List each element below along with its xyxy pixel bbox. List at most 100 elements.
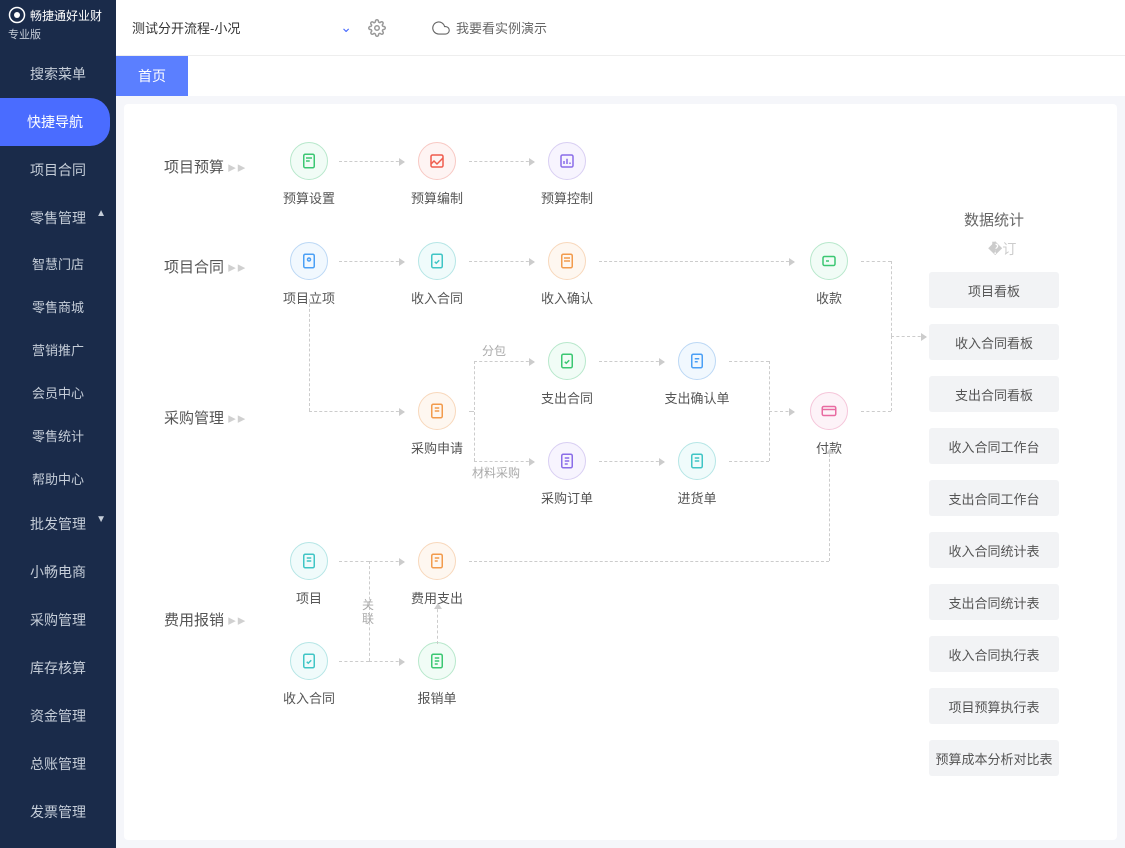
node-reimburse[interactable]: 报销单 (402, 642, 472, 707)
node-income-contract[interactable]: 收入合同 (402, 242, 472, 307)
account-selector[interactable]: 测试分开流程-小况 ⌄ (132, 14, 352, 41)
node-income-contract2[interactable]: 收入合同 (274, 642, 344, 707)
stat-btn-9[interactable]: 预算成本分析对比表 (929, 740, 1059, 776)
node-goods-in[interactable]: 进货单 (662, 442, 732, 507)
sidebar-item-retail[interactable]: 零售管理▲ (0, 194, 116, 242)
sidebar-item-contract[interactable]: 项目合同 (0, 146, 116, 194)
sidebar-sub-marketing[interactable]: 营销推广 (0, 328, 116, 371)
stat-btn-6[interactable]: 支出合同统计表 (929, 584, 1059, 620)
sidebar: 畅捷通好业财 专业版 搜索菜单 快捷导航 项目合同 零售管理▲ 智慧门店 零售商… (0, 0, 116, 848)
connector (474, 361, 475, 461)
sidebar-item-inventory[interactable]: 库存核算 (0, 644, 116, 692)
sidebar-item-funds[interactable]: 资金管理 (0, 692, 116, 740)
connector (729, 361, 769, 362)
arrow (599, 461, 664, 462)
chevron-up-icon: ▲ (96, 208, 106, 219)
node-receipt[interactable]: 收款 (794, 242, 864, 307)
arrow (474, 361, 534, 362)
edge-label-relate: 关 联 (362, 598, 374, 627)
edge-label-subcontract: 分包 (482, 342, 506, 359)
account-name: 测试分开流程-小况 (132, 18, 240, 37)
sidebar-item-ecommerce[interactable]: 小畅电商 (0, 548, 116, 596)
doc-icon (558, 452, 576, 470)
chevron-down-icon: ▼ (96, 514, 106, 525)
arrow (469, 161, 534, 162)
stat-btn-8[interactable]: 项目预算执行表 (929, 688, 1059, 724)
arrow (829, 449, 830, 561)
arrow (599, 361, 664, 362)
stat-btn-7[interactable]: 收入合同执行表 (929, 636, 1059, 672)
sidebar-sub-retailstats[interactable]: 零售统计 (0, 414, 116, 457)
stat-btn-2[interactable]: 支出合同看板 (929, 376, 1059, 412)
tab-home[interactable]: 首页 (116, 56, 188, 96)
doc-icon (428, 402, 446, 420)
arrow (339, 261, 404, 262)
wallet-icon (820, 252, 838, 270)
connector (891, 336, 892, 411)
down-arrow-icon: ⬇ (988, 239, 1000, 256)
sidebar-sub-retailmall[interactable]: 零售商城 (0, 285, 116, 328)
node-budget-set[interactable]: 预算设置 (274, 142, 344, 207)
brand-name: 畅捷通好业财 (30, 7, 102, 24)
stat-btn-5[interactable]: 收入合同统计表 (929, 532, 1059, 568)
stat-btn-4[interactable]: 支出合同工作台 (929, 480, 1059, 516)
sidebar-item-quicknav[interactable]: 快捷导航 (0, 98, 110, 146)
doc-check-icon (300, 652, 318, 670)
doc-icon (300, 252, 318, 270)
node-budget-ctrl[interactable]: 预算控制 (532, 142, 602, 207)
stat-btn-3[interactable]: 收入合同工作台 (929, 428, 1059, 464)
node-income-confirm[interactable]: 收入确认 (532, 242, 602, 307)
connector (861, 411, 891, 412)
section-budget: 项目预算 ▸▸ (164, 156, 247, 177)
sidebar-item-tax[interactable]: 税务管理 (0, 836, 116, 848)
node-proj-start[interactable]: 项目立项 (274, 242, 344, 307)
connector (469, 561, 829, 562)
section-contract: 项目合同 ▸▸ (164, 256, 247, 277)
arrow (339, 161, 404, 162)
edge-label-material: 材料采购 (472, 464, 520, 481)
demo-link[interactable]: 我要看实例演示 (432, 18, 547, 37)
doc-icon (558, 252, 576, 270)
node-expense-confirm[interactable]: 支出确认单 (662, 342, 732, 407)
section-expense: 费用报销 ▸▸ (164, 609, 247, 630)
topbar: 测试分开流程-小况 ⌄ 我要看实例演示 (116, 0, 1125, 56)
sidebar-item-purchase[interactable]: 采购管理 (0, 596, 116, 644)
arrow (599, 261, 794, 262)
brand-edition: 专业版 (0, 26, 116, 50)
sidebar-sub-help[interactable]: 帮助中心 (0, 457, 116, 500)
connector (339, 661, 369, 662)
node-purchase-req[interactable]: 采购申请 (402, 392, 472, 457)
brand-icon (8, 6, 26, 24)
doc-icon (428, 552, 446, 570)
chart-icon (558, 152, 576, 170)
cloud-icon (432, 19, 450, 37)
connector (891, 261, 892, 336)
gear-icon[interactable] (368, 19, 386, 37)
node-expense-out[interactable]: 费用支出 (402, 542, 472, 607)
sidebar-sub-member[interactable]: 会员中心 (0, 371, 116, 414)
stat-btn-1[interactable]: 收入合同看板 (929, 324, 1059, 360)
arrow (369, 561, 404, 562)
card-icon (820, 402, 838, 420)
node-purchase-order[interactable]: 采购订单 (532, 442, 602, 507)
node-expense-contract[interactable]: 支出合同 (532, 342, 602, 407)
connector (729, 461, 769, 462)
demo-label: 我要看实例演示 (456, 18, 547, 37)
stats-title: 数据统计 (964, 209, 1024, 230)
doc-icon (688, 452, 706, 470)
image-icon (428, 152, 446, 170)
arrow (309, 411, 404, 412)
sidebar-search[interactable]: 搜索菜单 (0, 50, 116, 98)
flow-canvas: 项目预算 ▸▸ 预算设置 预算编制 预算控制 项目合同 ▸▸ 项目立项 收入合同… (124, 104, 1117, 840)
sidebar-sub-smartstore[interactable]: 智慧门店 (0, 242, 116, 285)
connector (469, 411, 474, 412)
sidebar-item-wholesale[interactable]: 批发管理▼ (0, 500, 116, 548)
doc-check-icon (300, 152, 318, 170)
sidebar-item-invoice[interactable]: 发票管理 (0, 788, 116, 836)
arrow (769, 411, 794, 412)
arrow (469, 261, 534, 262)
node-budget-make[interactable]: 预算编制 (402, 142, 472, 207)
node-project[interactable]: 项目 (274, 542, 344, 607)
sidebar-item-ledger[interactable]: 总账管理 (0, 740, 116, 788)
stat-btn-0[interactable]: 项目看板 (929, 272, 1059, 308)
